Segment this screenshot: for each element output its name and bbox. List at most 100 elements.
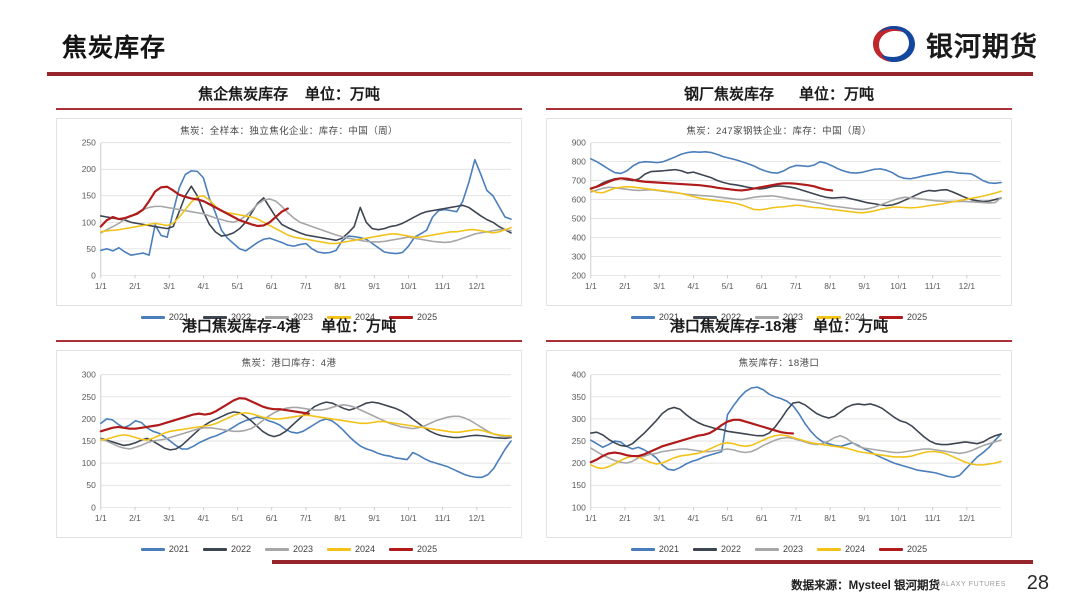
legend-swatch-2022 <box>202 315 227 319</box>
legend-swatch-2024 <box>817 547 842 551</box>
legend-swatch-2022 <box>692 315 717 319</box>
legend-item-2021[interactable]: 2021 <box>140 544 189 554</box>
svg-text:1/1: 1/1 <box>95 513 107 523</box>
legend-item-2022[interactable]: 2022 <box>202 312 251 322</box>
legend-item-2025[interactable]: 2025 <box>389 312 437 322</box>
svg-text:12/1: 12/1 <box>469 281 486 291</box>
legend-item-2022[interactable]: 2022 <box>692 544 741 554</box>
legend-item-2025[interactable]: 2025 <box>389 544 437 554</box>
svg-text:200: 200 <box>82 164 96 174</box>
legend-label-2022: 2022 <box>720 544 741 554</box>
svg-text:700: 700 <box>572 176 586 186</box>
chart-panel-coke-enterprise: 焦企焦炭库存 单位：万吨 焦炭：全样本：独立焦化企业：库存：中国（周） 0 50 1… <box>56 84 522 325</box>
legend-swatch-2025 <box>879 547 904 551</box>
svg-text:0: 0 <box>91 502 96 512</box>
galaxy-futures-watermark: GALAXY FUTURES <box>934 581 1006 588</box>
svg-text:8/1: 8/1 <box>334 281 346 291</box>
legend-item-2023[interactable]: 2023 <box>754 544 804 554</box>
svg-text:2/1: 2/1 <box>129 281 141 291</box>
svg-text:200: 200 <box>572 270 586 280</box>
title-divider <box>56 108 522 110</box>
legend-label-2025: 2025 <box>417 312 438 322</box>
svg-text:5/1: 5/1 <box>232 281 244 291</box>
svg-text:100: 100 <box>572 502 586 512</box>
svg-text:1/1: 1/1 <box>585 281 597 291</box>
footer-divider <box>272 560 1033 564</box>
line-chart-svg: 0 50 100 150 200 250 300 1/1 2/1 3/1 4/1 5/1 6/1 7/1 8… <box>82 370 512 523</box>
legend-label-2025: 2025 <box>907 544 928 554</box>
svg-text:12/1: 12/1 <box>469 513 486 523</box>
title-divider <box>546 108 1012 110</box>
legend-item-2024[interactable]: 2024 <box>817 312 865 322</box>
legend-item-2021[interactable]: 2021 <box>630 312 679 322</box>
legend-label-2021: 2021 <box>168 312 189 322</box>
legend-item-2021[interactable]: 2021 <box>630 544 679 554</box>
legend-item-2022[interactable]: 2022 <box>202 544 251 554</box>
legend-label-2023: 2023 <box>292 544 314 554</box>
svg-text:7/1: 7/1 <box>300 281 312 291</box>
svg-text:1/1: 1/1 <box>95 281 107 291</box>
svg-text:200: 200 <box>572 458 586 468</box>
svg-text:6/1: 6/1 <box>266 513 278 523</box>
chart-panel-port-4: 港口焦炭库存-4港 单位：万吨 焦炭：港口库存：4港 0 50 100 150 200 2… <box>56 316 522 557</box>
legend-swatch-2024 <box>327 547 352 551</box>
legend-swatch-2022 <box>692 547 717 551</box>
legend-item-2024[interactable]: 2024 <box>327 544 375 554</box>
svg-text:9/1: 9/1 <box>858 281 870 291</box>
page-footer: 数据来源：Mysteel 银河期货 GALAXY FUTURES 28 <box>0 572 1080 604</box>
svg-text:250: 250 <box>82 392 96 402</box>
chart-subtitle: 焦炭：247家钢铁企业：库存：中国（周） <box>686 126 872 137</box>
legend-item-2023[interactable]: 2023 <box>754 312 803 322</box>
svg-text:10/1: 10/1 <box>400 513 417 523</box>
legend-label-2024: 2024 <box>355 312 376 322</box>
svg-text:6/1: 6/1 <box>266 281 278 291</box>
svg-text:11/1: 11/1 <box>925 513 941 523</box>
galaxy-swirl-logo-icon <box>873 26 915 62</box>
legend-label-2022: 2022 <box>720 312 741 322</box>
svg-text:8/1: 8/1 <box>824 281 836 291</box>
chart-legend: 2021 2022 2023 2024 2025 <box>546 541 1012 557</box>
legend-label-2022: 2022 <box>230 544 251 554</box>
chart-panel-steel-mill: 钢厂焦炭库存 单位：万吨 焦炭：247家钢铁企业：库存：中国（周） 200 300… <box>546 84 1012 325</box>
svg-text:600: 600 <box>572 195 586 205</box>
chart-subtitle: 焦炭：港口库存：4港 <box>241 358 337 369</box>
svg-text:6/1: 6/1 <box>756 513 768 523</box>
legend-item-2024[interactable]: 2024 <box>327 312 375 322</box>
svg-text:150: 150 <box>82 191 96 201</box>
chart-title: 港口焦炭库存-18港 单位：万吨 <box>669 318 889 335</box>
svg-text:400: 400 <box>572 232 586 242</box>
legend-item-2025[interactable]: 2025 <box>879 312 927 322</box>
svg-text:2/1: 2/1 <box>619 513 631 523</box>
legend-item-2022[interactable]: 2022 <box>692 312 741 322</box>
svg-text:300: 300 <box>572 251 586 261</box>
svg-text:300: 300 <box>572 414 586 424</box>
legend-item-2021[interactable]: 2021 <box>140 312 189 322</box>
legend-label-2021: 2021 <box>658 544 679 554</box>
svg-text:11/1: 11/1 <box>435 513 451 523</box>
svg-text:4/1: 4/1 <box>197 281 209 291</box>
legend-swatch-2025 <box>879 315 904 319</box>
legend-swatch-2023 <box>754 547 779 551</box>
svg-text:1/1: 1/1 <box>585 513 597 523</box>
svg-text:0: 0 <box>91 270 96 280</box>
title-divider <box>546 340 1012 342</box>
svg-text:11/1: 11/1 <box>435 281 451 291</box>
legend-item-2023[interactable]: 2023 <box>264 544 314 554</box>
legend-item-2023[interactable]: 2023 <box>264 312 313 322</box>
svg-text:2/1: 2/1 <box>129 513 141 523</box>
data-source-label: 数据来源：Mysteel 银河期货 <box>791 580 940 592</box>
legend-label-2025: 2025 <box>417 544 438 554</box>
page-number: 28 <box>1026 572 1049 594</box>
svg-text:10/1: 10/1 <box>890 513 907 523</box>
svg-text:11/1: 11/1 <box>925 281 941 291</box>
legend-swatch-2023 <box>264 547 289 551</box>
legend-item-2024[interactable]: 2024 <box>817 544 865 554</box>
svg-text:250: 250 <box>572 436 586 446</box>
svg-text:50: 50 <box>86 244 96 254</box>
svg-text:8/1: 8/1 <box>334 513 346 523</box>
svg-text:100: 100 <box>82 458 96 468</box>
legend-item-2025[interactable]: 2025 <box>879 544 927 554</box>
chart-area: 焦炭：全样本：独立焦化企业：库存：中国（周） 0 50 100 150 200 250 1/… <box>56 118 522 306</box>
legend-label-2023: 2023 <box>782 544 804 554</box>
legend-swatch-2023 <box>754 315 779 319</box>
